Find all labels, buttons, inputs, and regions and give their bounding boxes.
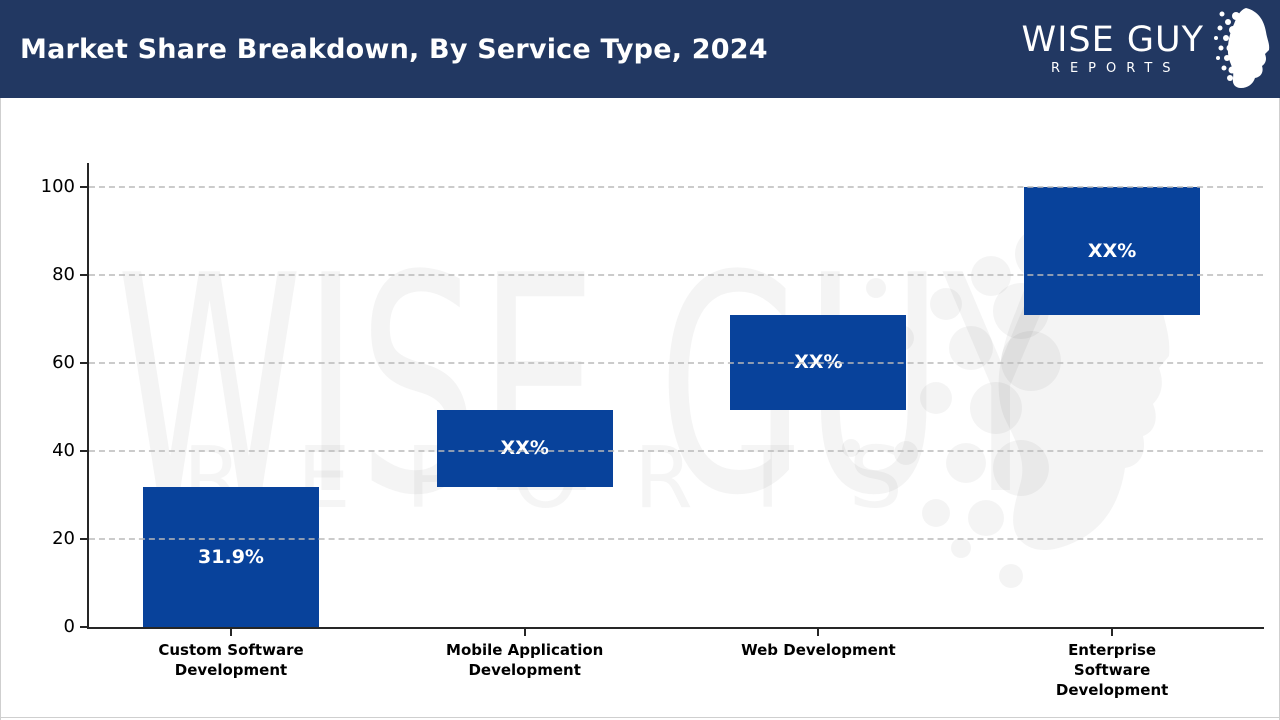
x-tick-mark bbox=[817, 629, 820, 636]
y-tick-label: 0 bbox=[63, 616, 75, 637]
y-tick-label: 80 bbox=[52, 264, 75, 285]
gridline bbox=[89, 186, 1263, 188]
wise-guy-logo: WISE GUY REPORTS bbox=[1021, 6, 1270, 90]
y-tick-label: 20 bbox=[52, 528, 75, 549]
bar-value-label: XX% bbox=[1087, 239, 1137, 262]
category-label: Mobile Application Development bbox=[446, 641, 604, 679]
bar-value-label: XX% bbox=[500, 437, 549, 460]
figure-area: WISE GUY REPORTS 31.9%Custom Software De… bbox=[0, 98, 1280, 720]
figure-bottom-border bbox=[1, 717, 1280, 718]
y-tick-label: 40 bbox=[52, 440, 75, 461]
bar: XX% bbox=[436, 409, 613, 487]
x-tick-mark bbox=[1111, 629, 1114, 636]
bar: 31.9% bbox=[143, 486, 319, 627]
y-tick-mark bbox=[80, 274, 87, 276]
logo-text: WISE GUY REPORTS bbox=[1021, 20, 1204, 76]
y-tick-mark bbox=[80, 362, 87, 364]
y-tick-label: 100 bbox=[40, 176, 75, 197]
bar-value-label: 31.9% bbox=[198, 545, 264, 568]
y-tick-mark bbox=[80, 186, 87, 188]
gridline bbox=[89, 450, 1263, 452]
x-tick-mark bbox=[230, 629, 232, 636]
y-axis-line bbox=[87, 163, 89, 629]
x-axis-line bbox=[87, 627, 1264, 629]
y-tick-label: 60 bbox=[52, 352, 75, 373]
logo-wordmark: WISE GUY bbox=[1021, 20, 1204, 60]
header-bar: Market Share Breakdown, By Service Type,… bbox=[0, 0, 1280, 98]
y-tick-mark bbox=[80, 626, 87, 628]
bar: XX% bbox=[1024, 187, 1201, 315]
gridline bbox=[89, 274, 1263, 276]
wise-guy-head-icon bbox=[1214, 8, 1270, 88]
logo-subtext: REPORTS bbox=[1050, 61, 1181, 76]
y-tick-mark bbox=[80, 450, 87, 452]
category-label: Custom Software Development bbox=[158, 641, 304, 679]
gridline bbox=[89, 538, 1263, 540]
category-label: Web Development bbox=[741, 641, 896, 659]
gridline bbox=[89, 362, 1263, 364]
y-tick-mark bbox=[80, 538, 87, 540]
category-label: Enterprise Software Development bbox=[1055, 641, 1169, 699]
page-title: Market Share Breakdown, By Service Type,… bbox=[20, 33, 768, 65]
x-tick-mark bbox=[523, 629, 526, 636]
plot-area: 31.9% Custom Software Development XX% Mobil… bbox=[1, 98, 1279, 720]
